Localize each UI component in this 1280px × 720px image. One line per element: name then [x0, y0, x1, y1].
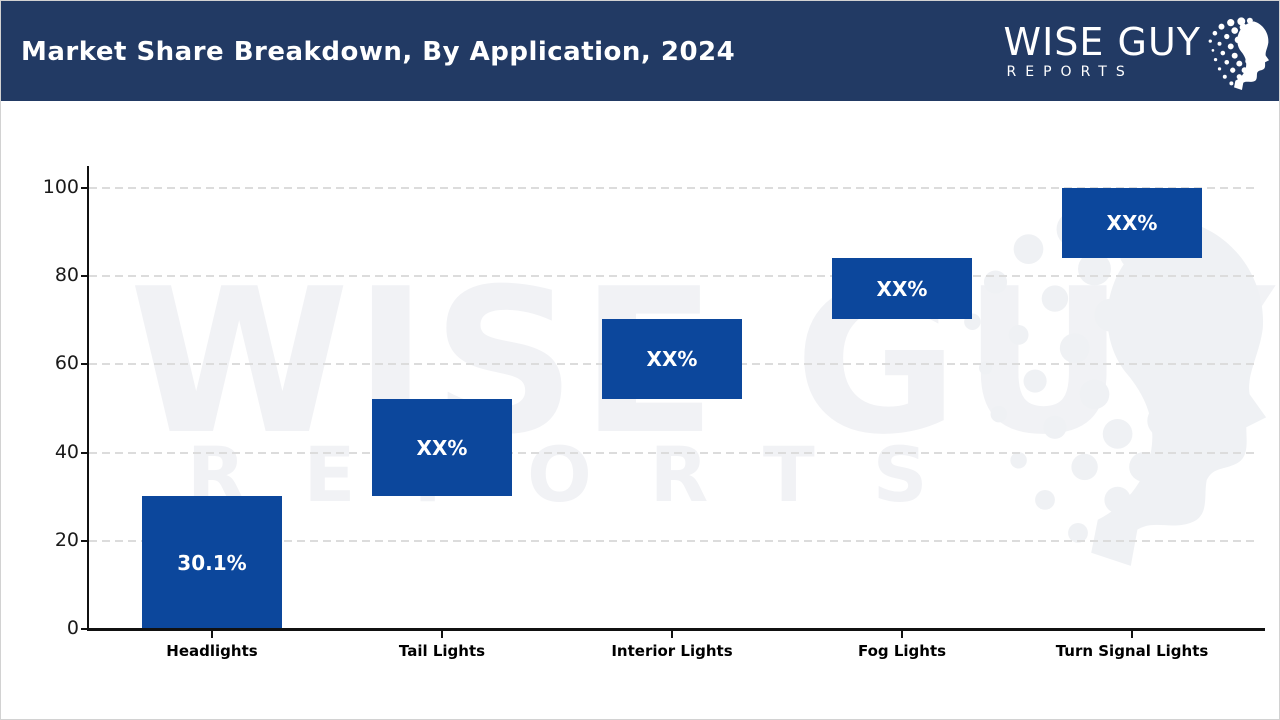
watermark-subtext: REPORTS [187, 430, 986, 519]
bar-interior-lights: XX% [602, 319, 742, 399]
wiseguy-face-icon [1205, 13, 1271, 97]
gridline-40 [89, 451, 1257, 454]
bar-turn-signal-lights: XX% [1062, 188, 1202, 259]
x-tick-4 [1131, 630, 1133, 638]
gridline-20 [89, 539, 1257, 542]
x-tick-0 [211, 630, 213, 638]
x-category-label: Fog Lights [857, 642, 947, 660]
x-category-label: Tail Lights [398, 642, 486, 660]
x-tick-2 [671, 630, 673, 638]
wiseguy-logo: WISE GUY REPORTS [1004, 7, 1273, 97]
gridline-80 [89, 275, 1257, 278]
logo-subtext: REPORTS [1006, 63, 1134, 80]
bar-value-label: XX% [1106, 211, 1158, 236]
y-tick-80 [81, 275, 88, 278]
y-tick-label-40: 40 [54, 440, 79, 463]
x-category-label: Interior Lights [611, 642, 733, 660]
y-axis-spine [87, 166, 89, 631]
y-tick-0 [81, 628, 88, 630]
gridline-100 [89, 187, 1257, 189]
page-title: Market Share Breakdown, By Application, … [21, 37, 736, 67]
y-tick-label-20: 20 [54, 528, 79, 551]
bar-value-label: XX% [876, 276, 928, 301]
x-tick-1 [441, 630, 443, 638]
x-category-label: Turn Signal Lights [1055, 642, 1209, 660]
header-banner: Market Share Breakdown, By Application, … [1, 1, 1279, 101]
bar-value-label: XX% [416, 435, 468, 460]
y-tick-label-60: 60 [54, 352, 79, 375]
bar-tail-lights: XX% [372, 398, 512, 497]
x-axis-spine [87, 628, 1265, 631]
y-tick-40 [81, 451, 88, 454]
y-tick-60 [81, 363, 88, 366]
x-tick-3 [901, 630, 903, 638]
bar-headlights: 30.1% [142, 496, 282, 629]
y-tick-100 [81, 187, 88, 189]
bar-fog-lights: XX% [832, 258, 972, 320]
bar-value-label: 30.1% [177, 550, 247, 575]
wiseguy-logo-text: WISE GUY REPORTS [1003, 20, 1201, 80]
y-tick-20 [81, 539, 88, 542]
x-category-label: Headlights [166, 642, 258, 660]
y-tick-label-100: 100 [42, 176, 79, 198]
y-tick-label-0: 0 [66, 617, 79, 639]
bar-value-label: XX% [646, 347, 698, 372]
logo-wordmark: WISE GUY [1003, 20, 1201, 64]
y-tick-label-80: 80 [54, 264, 79, 287]
